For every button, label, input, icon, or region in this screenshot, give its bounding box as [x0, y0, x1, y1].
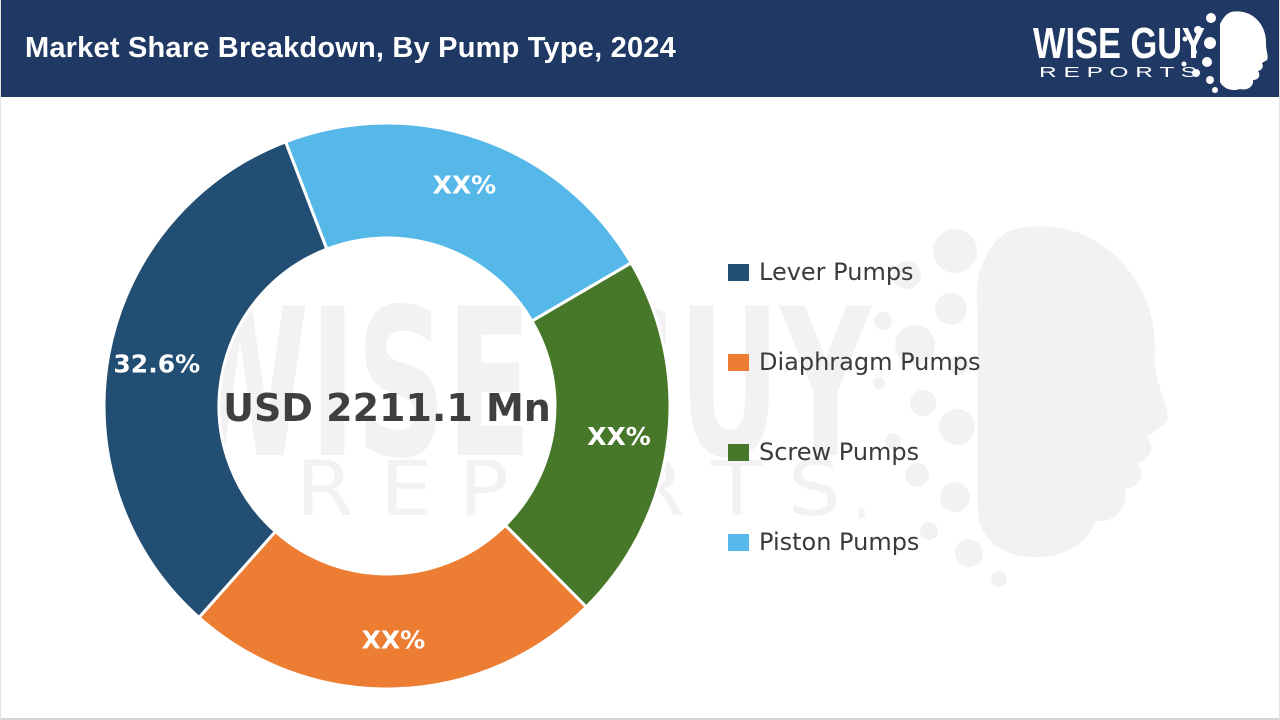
legend-item-label: Diaphragm Pumps: [759, 348, 981, 376]
logo-face-icon: [1181, 11, 1268, 93]
legend-item: Screw Pumps: [728, 438, 981, 466]
slice-label-piston-pumps: XX%: [433, 171, 497, 200]
logo-line2: R E P O R T S: [1039, 64, 1197, 81]
donut-slice-diaphragm-pumps: [196, 523, 589, 691]
watermark-head-profile: [977, 226, 1168, 558]
chart-legend: Lever Pumps Diaphragm Pumps Screw Pumps …: [728, 258, 981, 618]
legend-item-label: Screw Pumps: [759, 438, 920, 466]
donut-slice-lever-pumps: [102, 139, 329, 620]
logo-line1: WISE GUY: [1033, 19, 1205, 68]
legend-swatch-icon: [728, 353, 749, 371]
legend-item-label: Lever Pumps: [759, 258, 914, 286]
legend-item: Diaphragm Pumps: [728, 348, 981, 376]
watermark-face-icon: [859, 226, 1168, 587]
legend-swatch-icon: [728, 443, 749, 461]
donut-center-value: USD 2211.1 Mn: [223, 386, 551, 430]
legend-swatch-icon: [728, 263, 749, 281]
donut-slice-screw-pumps: [503, 260, 672, 610]
legend-item: Piston Pumps: [728, 528, 981, 556]
legend-swatch-icon: [728, 533, 749, 551]
donut-slices: [102, 121, 672, 691]
donut-slice-piston-pumps: [283, 121, 634, 324]
page-title: Market Share Breakdown, By Pump Type, 20…: [25, 32, 676, 64]
slice-label-diaphragm-pumps: XX%: [362, 625, 426, 654]
watermark-line1: WISE GUY: [171, 270, 873, 504]
legend-item-label: Piston Pumps: [759, 528, 920, 556]
donut-slice-labels: XX% XX% XX% 32.6%: [113, 171, 650, 655]
legend-item: Lever Pumps: [728, 258, 981, 286]
wise-guy-logo: WISE GUY R E P O R T S: [1033, 11, 1268, 93]
slice-label-screw-pumps: XX%: [587, 422, 651, 451]
header-bar: Market Share Breakdown, By Pump Type, 20…: [1, 0, 1279, 97]
slice-label-lever-pumps: 32.6%: [113, 350, 200, 379]
